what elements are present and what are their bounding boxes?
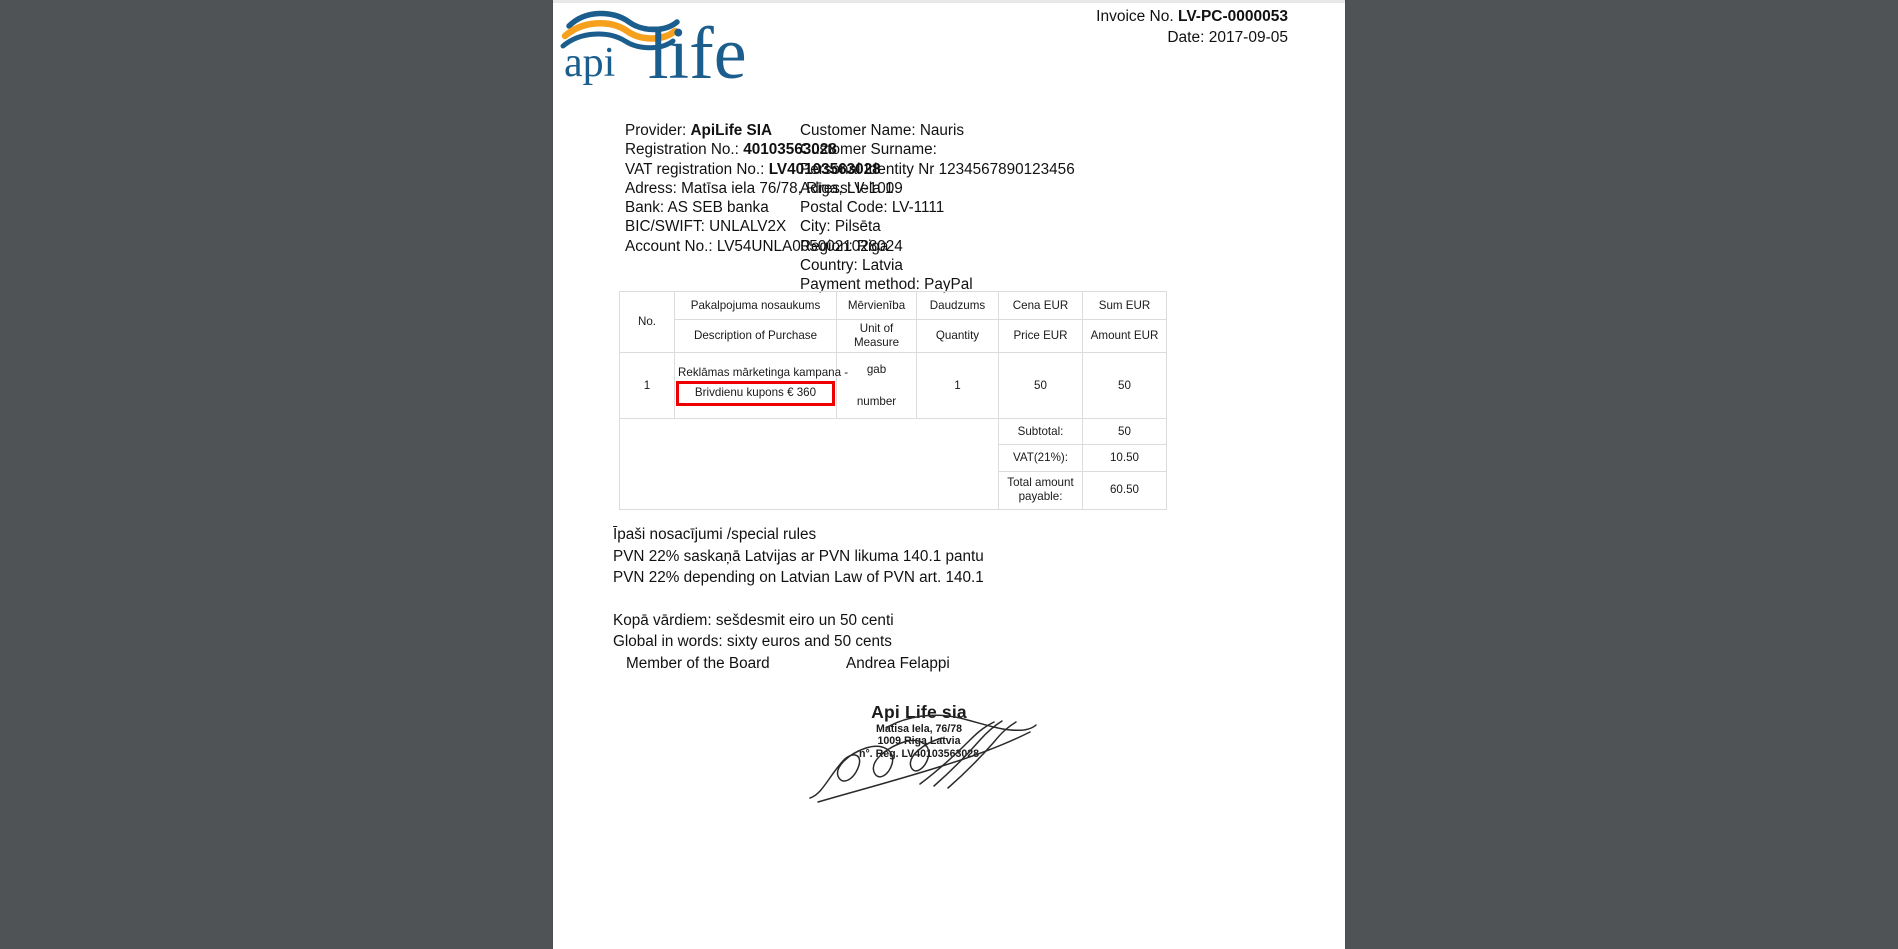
invoice-page: api life Invoice No. LV-PC-0000053 Date:… bbox=[553, 0, 1345, 949]
unit-value-lv: gab bbox=[866, 362, 887, 376]
customer-personal-id: Personal Identity Nr 1234567890123456 bbox=[800, 160, 1075, 178]
header-description-lv: Pakalpojuma nosaukums bbox=[674, 291, 837, 320]
header-unit-en-line2: Measure bbox=[853, 336, 900, 349]
apilife-logo: api life bbox=[553, 0, 795, 95]
invoice-date-value: 2017-09-05 bbox=[1208, 29, 1288, 46]
provider-regno-value: 40103563028 bbox=[743, 141, 837, 159]
stamp-company-name: Api Life sia bbox=[871, 702, 967, 722]
note-total-words-lv: Kopā vārdiem: sešdesmit eiro un 50 centi bbox=[613, 611, 894, 629]
cell-price: 50 bbox=[998, 352, 1083, 419]
cell-unit: gab number bbox=[836, 352, 917, 419]
provider-name-line: Provider: ApiLife SIA bbox=[625, 121, 903, 140]
invoice-date-label: Date: bbox=[1167, 29, 1205, 46]
invoice-header: api life Invoice No. LV-PC-0000053 Date:… bbox=[553, 0, 1345, 96]
header-no: No. bbox=[619, 291, 675, 353]
cell-row-number: 1 bbox=[619, 352, 675, 419]
invoice-meta: Invoice No. LV-PC-0000053 Date: 2017-09-… bbox=[1096, 6, 1288, 48]
header-price-en: Price EUR bbox=[998, 319, 1083, 353]
unit-value-en: number bbox=[856, 394, 897, 408]
cell-sum: 50 bbox=[1082, 352, 1167, 419]
handwritten-signature bbox=[809, 714, 1037, 803]
stamp-street: Matisa Iela, 76/78 bbox=[876, 723, 962, 735]
provider-vatno-label: VAT registration No.: bbox=[625, 160, 769, 178]
parties-block: Provider: ApiLife SIA Registration No.: … bbox=[553, 121, 1345, 293]
subtotal-value: 50 bbox=[1082, 417, 1167, 446]
svg-text:api: api bbox=[564, 40, 615, 86]
cell-description: Reklāmas mārketinga kampana - Brivdienu … bbox=[674, 352, 849, 419]
description-line-1: Reklāmas mārketinga kampana - bbox=[678, 365, 849, 379]
header-price-lv: Cena EUR bbox=[998, 291, 1083, 320]
customer-city: City: Pilsēta bbox=[800, 218, 881, 236]
items-table-wrapper: No. Pakalpojuma nosaukums Mērvienība Dau… bbox=[619, 291, 1167, 511]
signer-name: Andrea Felappi bbox=[846, 655, 950, 672]
customer-address: Adress: Iela 1 bbox=[800, 179, 894, 197]
header-unit-en: Unit of Measure bbox=[836, 319, 917, 353]
provider-regno-line: Registration No.: 40103563028 bbox=[625, 140, 903, 159]
provider-vatno-line: VAT registration No.: LV40103563028 bbox=[625, 160, 903, 179]
note-total-words-en: Global in words: sixty euros and 50 cent… bbox=[613, 633, 892, 650]
invoice-date-line: Date: 2017-09-05 bbox=[1096, 27, 1288, 48]
note-pvn-en: PVN 22% depending on Latvian Law of PVN … bbox=[613, 569, 984, 586]
provider-account-no: Account No.: LV54UNLA0050021028024 bbox=[625, 237, 903, 255]
invoice-number-label: Invoice No. bbox=[1096, 8, 1174, 25]
items-table: No. Pakalpojuma nosaukums Mērvienība Dau… bbox=[619, 291, 1167, 511]
header-unit-lv: Mērvienība bbox=[836, 291, 917, 320]
header-quantity-lv: Daudzums bbox=[916, 291, 999, 320]
invoice-number-value: LV-PC-0000053 bbox=[1178, 8, 1288, 25]
header-sum-en: Amount EUR bbox=[1082, 319, 1167, 353]
table-row: 1 Reklāmas mārketinga kampana - Brivdien… bbox=[619, 352, 1167, 419]
total-payable-label-line2: payable: bbox=[1018, 490, 1063, 504]
header-quantity-en: Quantity bbox=[916, 319, 999, 353]
customer-payment-method: Payment method: PayPal bbox=[800, 276, 973, 294]
note-pvn-lv: PVN 22% saskaņā Latvijas ar PVN likuma 1… bbox=[613, 547, 984, 565]
provider-address: Adress: Matīsa iela 76/78, Rīga, LV-1009 bbox=[625, 179, 903, 197]
customer-country: Country: Latvia bbox=[800, 257, 903, 275]
provider-bank: Bank: AS SEB banka bbox=[625, 199, 769, 217]
cell-quantity: 1 bbox=[916, 352, 999, 419]
subtotal-label: Subtotal: bbox=[998, 417, 1083, 446]
provider-regno-label: Registration No.: bbox=[625, 141, 744, 159]
customer-block: Customer Name: Nauris Customer Surname: … bbox=[800, 121, 1075, 295]
totals-row-vat: VAT(21%): 10.50 bbox=[620, 444, 1167, 472]
provider-name-value: ApiLife SIA bbox=[690, 122, 773, 139]
company-stamp: Api Life sia Matisa Iela, 76/78 1009 Rig… bbox=[808, 698, 1038, 808]
customer-postal-code: Postal Code: LV-1111 bbox=[800, 199, 945, 217]
header-unit-en-line1: Unit of bbox=[859, 322, 894, 335]
table-header-row-lv: No. Pakalpojuma nosaukums Mērvienība Dau… bbox=[619, 291, 1167, 353]
customer-name: Customer Name: Nauris bbox=[800, 122, 965, 139]
notes-block: Īpaši nosacījumi /special rules PVN 22% … bbox=[613, 524, 984, 653]
provider-name-label: Provider: bbox=[625, 122, 691, 139]
totals-row-total: Total amount payable: 60.50 bbox=[620, 470, 1167, 511]
total-payable-label: Total amount payable: bbox=[998, 470, 1083, 511]
totals-row-subtotal: Subtotal: 50 bbox=[619, 417, 1167, 510]
customer-surname: Customer Surname: bbox=[800, 141, 937, 159]
header-sum-lv: Sum EUR bbox=[1082, 291, 1167, 320]
total-payable-label-line1: Total amount bbox=[1007, 476, 1074, 490]
svg-text:life: life bbox=[648, 13, 747, 92]
note-special-rules-title: Īpaši nosacījumi /special rules bbox=[613, 526, 817, 543]
provider-block: Provider: ApiLife SIA Registration No.: … bbox=[625, 121, 903, 256]
vat-label: VAT(21%): bbox=[998, 444, 1083, 472]
notes-spacer bbox=[613, 589, 984, 610]
provider-bic-swift: BIC/SWIFT: UNLALV2X bbox=[625, 218, 787, 236]
description-highlighted: Brivdienu kupons € 360 bbox=[676, 380, 835, 406]
header-description-en: Description of Purchase bbox=[674, 319, 837, 353]
table-header-row-en: Description of Purchase Unit of Measure … bbox=[620, 319, 1167, 353]
blank-merged-cell bbox=[619, 418, 999, 510]
invoice-number-line: Invoice No. LV-PC-0000053 bbox=[1096, 6, 1288, 27]
member-of-board-label: Member of the Board bbox=[626, 655, 770, 672]
vat-value: 10.50 bbox=[1082, 444, 1167, 472]
total-payable-value: 60.50 bbox=[1082, 470, 1167, 511]
provider-vatno-value: LV40103563028 bbox=[768, 160, 881, 178]
customer-region: Region: Riga bbox=[800, 237, 889, 255]
